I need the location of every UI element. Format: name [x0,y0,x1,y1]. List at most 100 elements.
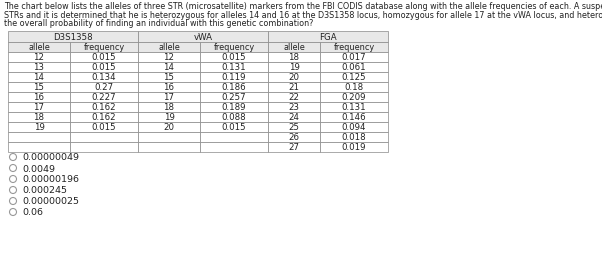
Bar [200,43,268,53]
Text: 20: 20 [164,123,175,132]
Text: 17: 17 [164,93,175,102]
Bar [8,142,70,152]
Bar [268,32,388,43]
Text: 0.257: 0.257 [222,93,246,102]
Bar [138,103,200,113]
Text: D3S1358: D3S1358 [53,33,93,42]
Text: 25: 25 [288,123,300,132]
Text: 12: 12 [34,53,45,62]
Bar [200,133,268,142]
Bar [138,43,200,53]
Bar [138,32,268,43]
Text: frequency: frequency [84,43,125,52]
Text: 0.019: 0.019 [342,143,366,152]
Bar [268,53,320,63]
Text: 0.015: 0.015 [222,53,246,62]
Text: STRs and it is determined that he is heterozygous for alleles 14 and 16 at the D: STRs and it is determined that he is het… [4,10,602,19]
Bar [138,93,200,103]
Circle shape [10,154,16,161]
Text: 24: 24 [288,113,300,122]
Text: 15: 15 [164,73,175,82]
Text: 20: 20 [288,73,300,82]
Text: 18: 18 [34,113,45,122]
Bar [70,142,138,152]
Text: 23: 23 [288,103,300,112]
Text: FGA: FGA [319,33,337,42]
Text: 0.134: 0.134 [92,73,116,82]
Bar [8,43,70,53]
Text: 0.015: 0.015 [222,123,246,132]
Text: 0.189: 0.189 [222,103,246,112]
Text: 0.00000049: 0.00000049 [22,153,79,162]
Text: 0.227: 0.227 [92,93,116,102]
Bar [8,103,70,113]
Bar [200,103,268,113]
Text: frequency: frequency [214,43,255,52]
Text: The chart below lists the alleles of three STR (microsatellite) markers from the: The chart below lists the alleles of thr… [4,2,602,11]
Bar [268,133,320,142]
Text: 0.146: 0.146 [342,113,366,122]
Bar [70,113,138,122]
Bar [8,122,70,133]
Text: 26: 26 [288,133,300,142]
Bar [138,122,200,133]
Bar [320,122,388,133]
Text: 0.00000025: 0.00000025 [22,197,79,206]
Text: 18: 18 [164,103,175,112]
Text: 0.131: 0.131 [222,63,246,72]
Text: 27: 27 [288,143,300,152]
Bar [8,32,138,43]
Bar [70,93,138,103]
Text: the overall probability of finding an individual with this genetic combination?: the overall probability of finding an in… [4,19,314,28]
Bar [200,73,268,83]
Text: 0.00000196: 0.00000196 [22,175,79,184]
Bar [200,142,268,152]
Text: 19: 19 [288,63,299,72]
Bar [138,133,200,142]
Bar [200,53,268,63]
Bar [200,83,268,93]
Bar [268,73,320,83]
Bar [138,73,200,83]
Bar [70,63,138,73]
Bar [8,113,70,122]
Text: frequency: frequency [334,43,374,52]
Text: allele: allele [158,43,180,52]
Text: 15: 15 [34,83,45,92]
Circle shape [10,198,16,205]
Bar [320,142,388,152]
Bar [200,63,268,73]
Bar [138,63,200,73]
Text: 0.186: 0.186 [222,83,246,92]
Text: 0.162: 0.162 [92,113,116,122]
Bar [268,103,320,113]
Text: 19: 19 [34,123,45,132]
Bar [70,73,138,83]
Text: allele: allele [283,43,305,52]
Bar [70,43,138,53]
Bar [320,73,388,83]
Text: 12: 12 [164,53,175,62]
Text: 0.131: 0.131 [342,103,366,112]
Text: 19: 19 [164,113,175,122]
Bar [200,122,268,133]
Text: 0.27: 0.27 [95,83,114,92]
Bar [138,83,200,93]
Text: 18: 18 [288,53,300,62]
Bar [70,83,138,93]
Text: 0.18: 0.18 [344,83,364,92]
Text: 0.015: 0.015 [92,123,116,132]
Text: 0.000245: 0.000245 [22,186,67,195]
Text: 0.061: 0.061 [342,63,366,72]
Bar [320,53,388,63]
Bar [8,93,70,103]
Bar [8,133,70,142]
Text: 22: 22 [288,93,300,102]
Text: 0.015: 0.015 [92,63,116,72]
Bar [320,133,388,142]
Bar [320,103,388,113]
Text: 16: 16 [164,83,175,92]
Bar [70,53,138,63]
Bar [8,73,70,83]
Text: 21: 21 [288,83,300,92]
